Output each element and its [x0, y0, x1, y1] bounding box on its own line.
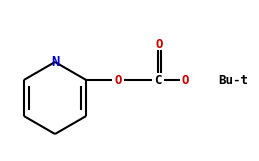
- Text: O: O: [181, 74, 189, 86]
- Text: C: C: [154, 74, 162, 86]
- Text: N: N: [51, 55, 59, 69]
- Text: Bu-t: Bu-t: [218, 74, 248, 86]
- Text: O: O: [114, 74, 122, 86]
- Text: O: O: [155, 38, 163, 51]
